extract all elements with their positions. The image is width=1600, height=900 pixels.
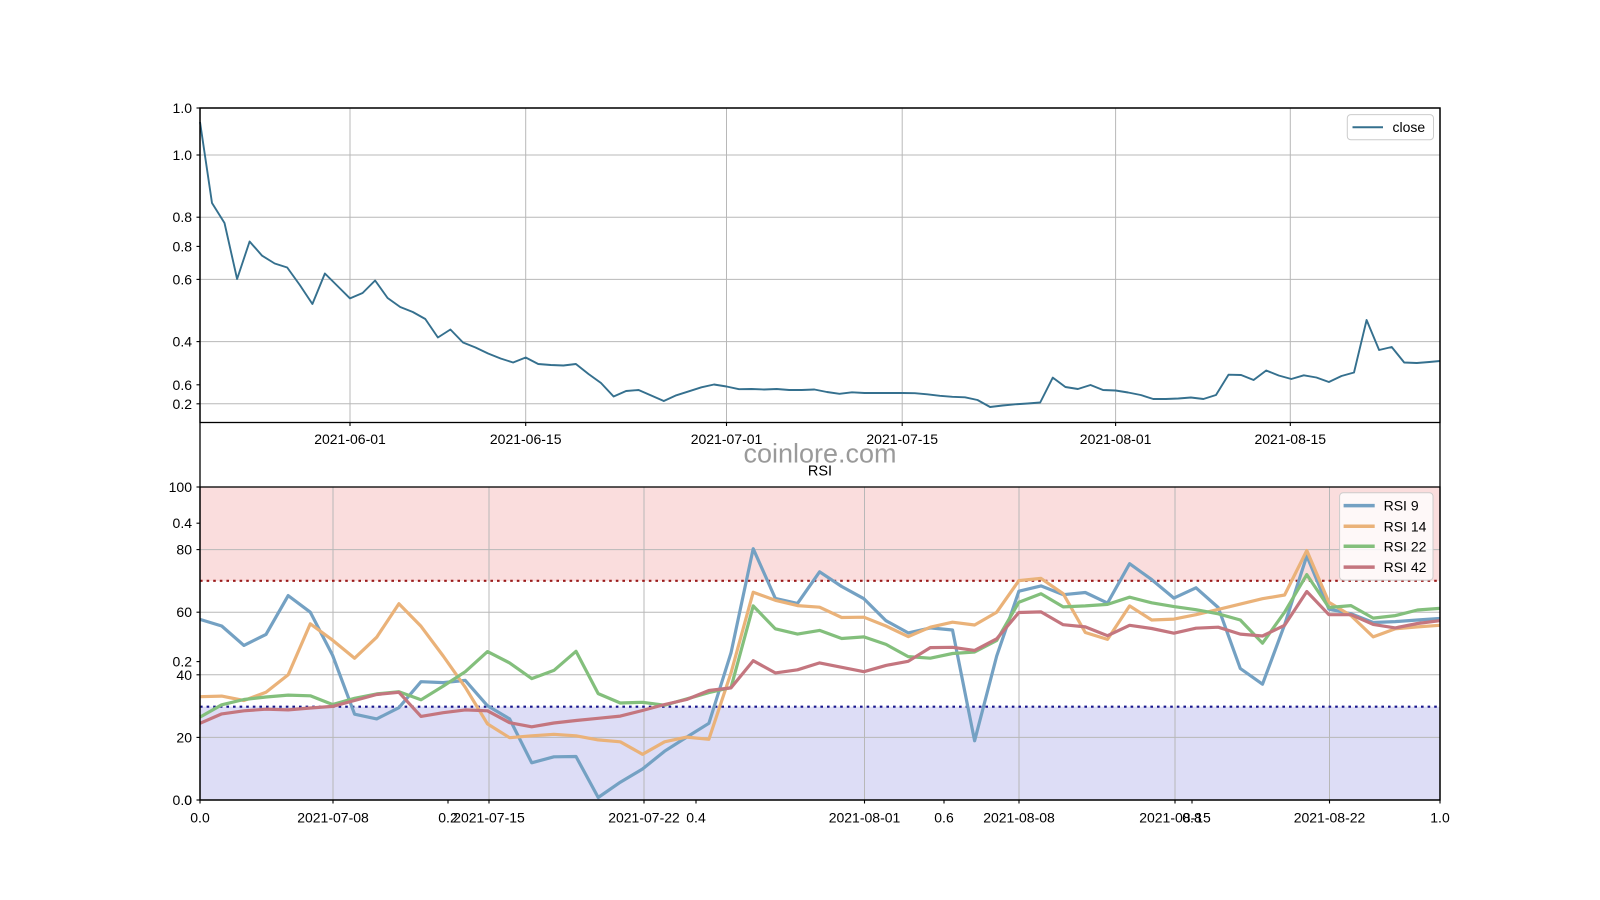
svg-text:2021-06-15: 2021-06-15 [490, 431, 562, 447]
svg-text:0.2: 0.2 [173, 396, 193, 412]
svg-text:2021-07-15: 2021-07-15 [453, 810, 525, 826]
svg-text:100: 100 [169, 479, 193, 495]
svg-text:0.2: 0.2 [438, 810, 458, 826]
svg-text:80: 80 [176, 542, 192, 558]
svg-text:RSI: RSI [808, 464, 832, 480]
svg-text:1.0: 1.0 [173, 100, 193, 116]
svg-text:1.0: 1.0 [173, 147, 193, 163]
svg-text:2021-06-01: 2021-06-01 [314, 431, 386, 447]
svg-text:2021-08-01: 2021-08-01 [1080, 431, 1152, 447]
svg-text:0.4: 0.4 [686, 810, 706, 826]
svg-text:2021-08-01: 2021-08-01 [829, 810, 901, 826]
svg-text:2021-08-22: 2021-08-22 [1294, 810, 1366, 826]
svg-text:40: 40 [176, 667, 192, 683]
svg-text:close: close [1393, 119, 1426, 135]
svg-text:coinlore.com: coinlore.com [743, 439, 896, 469]
svg-text:2021-08-08: 2021-08-08 [983, 810, 1055, 826]
svg-text:RSI 22: RSI 22 [1384, 538, 1427, 554]
svg-text:2021-08-15: 2021-08-15 [1254, 431, 1326, 447]
svg-text:0.6: 0.6 [173, 377, 193, 393]
svg-text:RSI 14: RSI 14 [1384, 518, 1427, 534]
svg-text:0.6: 0.6 [934, 810, 954, 826]
svg-text:0.2: 0.2 [173, 654, 193, 670]
svg-text:2021-07-22: 2021-07-22 [608, 810, 680, 826]
svg-text:1.0: 1.0 [1430, 810, 1450, 826]
svg-text:2021-07-01: 2021-07-01 [691, 431, 763, 447]
svg-text:2021-07-08: 2021-07-08 [297, 810, 369, 826]
svg-text:RSI 42: RSI 42 [1384, 559, 1427, 575]
svg-text:2021-07-15: 2021-07-15 [866, 431, 938, 447]
svg-text:0.4: 0.4 [173, 515, 193, 531]
svg-text:2021-08-15: 2021-08-15 [1139, 810, 1211, 826]
svg-text:0.0: 0.0 [190, 810, 210, 826]
svg-text:0: 0 [184, 792, 192, 808]
svg-text:0.8: 0.8 [173, 238, 193, 254]
svg-text:60: 60 [176, 604, 192, 620]
svg-text:RSI 9: RSI 9 [1384, 498, 1419, 514]
svg-text:20: 20 [176, 729, 192, 745]
svg-text:0.6: 0.6 [173, 271, 193, 287]
svg-text:0.0: 0.0 [173, 792, 193, 808]
svg-text:0.4: 0.4 [173, 334, 193, 350]
svg-text:0.8: 0.8 [1182, 810, 1202, 826]
svg-text:0.8: 0.8 [173, 209, 193, 225]
